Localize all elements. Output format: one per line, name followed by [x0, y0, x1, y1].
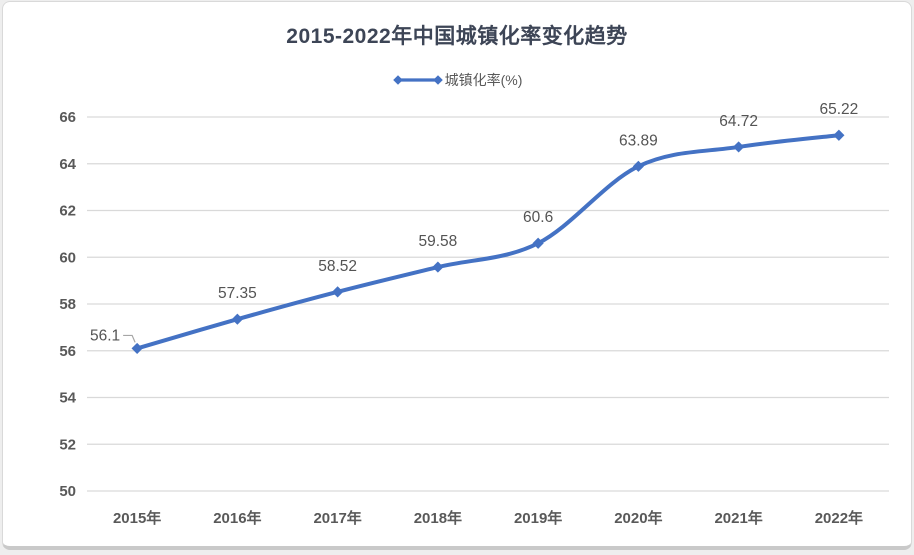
data-point-marker[interactable] — [733, 141, 745, 153]
data-point-marker[interactable] — [532, 237, 544, 249]
series-line — [135, 133, 841, 351]
y-axis-tick-label: 62 — [59, 203, 76, 220]
data-label: 60.6 — [523, 209, 553, 226]
y-axis-tick-label: 58 — [59, 296, 76, 313]
data-label: 59.58 — [418, 233, 457, 250]
x-axis-tick-label: 2018年 — [414, 509, 462, 527]
data-label: 63.89 — [619, 132, 658, 149]
x-axis-tick-label: 2020年 — [614, 509, 662, 527]
data-point-marker[interactable] — [231, 313, 243, 325]
legend-line-marker-icon — [392, 75, 443, 85]
y-axis-tick-label: 66 — [59, 109, 76, 126]
x-axis-tick-label: 2019年 — [514, 509, 562, 527]
data-label: 64.72 — [719, 113, 758, 130]
data-point-marker[interactable] — [432, 261, 444, 273]
data-label: 58.52 — [318, 258, 357, 275]
line-chart-plot: 50 52 54 56 58 60 62 64 66 2015年 2016年 2017年 2018年 20… — [59, 101, 889, 527]
data-label-leader-line — [123, 334, 136, 343]
data-point-marker[interactable] — [332, 286, 344, 298]
data-point-marker[interactable] — [131, 342, 143, 355]
data-label: 65.22 — [819, 101, 858, 118]
y-axis-tick-label: 56 — [59, 343, 76, 360]
chart-title: 2015-2022年中国城镇化率变化趋势 — [286, 25, 628, 48]
data-point-marker[interactable] — [632, 160, 644, 172]
data-point-marker[interactable] — [833, 129, 845, 141]
x-axis-tick-label: 2016年 — [213, 509, 261, 527]
x-axis-tick-label: 2022年 — [815, 509, 863, 527]
y-axis-tick-label: 52 — [59, 436, 76, 453]
y-axis-tick-label: 54 — [59, 390, 76, 407]
x-axis-tick-label: 2015年 — [113, 509, 161, 527]
data-label: 56.1 — [90, 327, 120, 344]
legend[interactable]: 城镇化率(%) — [3, 70, 911, 90]
legend-label: 城镇化率(%) — [444, 72, 523, 88]
y-axis-tick-label: 60 — [59, 249, 76, 266]
y-axis-tick-label: 64 — [59, 156, 76, 173]
y-axis-tick-label: 50 — [59, 483, 76, 500]
x-axis-tick-label: 2021年 — [714, 509, 762, 527]
data-label: 57.35 — [218, 285, 257, 302]
x-axis-tick-label: 2017年 — [313, 509, 361, 527]
